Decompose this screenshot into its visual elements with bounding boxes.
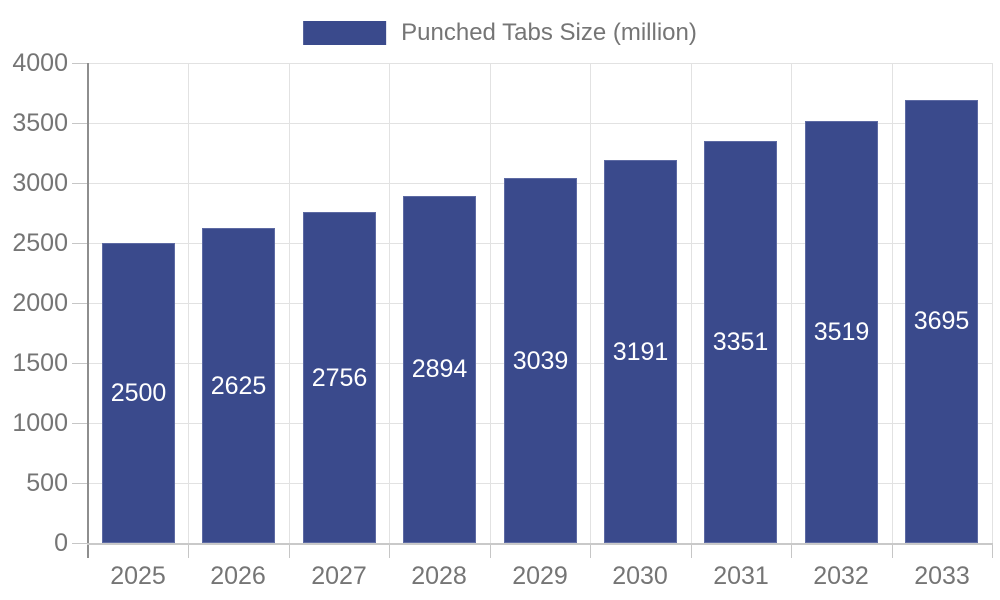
x-axis-tick xyxy=(892,543,893,558)
y-axis-tick xyxy=(72,543,87,544)
gridline-vertical xyxy=(389,63,390,543)
y-axis-tick-label: 2000 xyxy=(12,289,68,317)
x-axis-tick-label: 2028 xyxy=(411,562,467,590)
bar-value-label: 3191 xyxy=(612,338,669,366)
bar xyxy=(102,243,175,543)
y-axis-tick-label: 1000 xyxy=(12,409,68,437)
y-axis-tick xyxy=(72,183,87,184)
gridline-vertical xyxy=(892,63,893,543)
x-axis-tick xyxy=(188,543,189,558)
x-axis-line xyxy=(87,543,993,545)
x-axis-tick-label: 2029 xyxy=(512,562,568,590)
bar-value-label: 2625 xyxy=(210,372,267,400)
gridline-vertical xyxy=(992,63,993,543)
x-axis-tick xyxy=(490,543,491,558)
y-axis-tick-label: 3000 xyxy=(12,169,68,197)
x-axis-tick-label: 2027 xyxy=(311,562,367,590)
bar xyxy=(704,141,777,543)
gridline-vertical xyxy=(289,63,290,543)
bar xyxy=(504,178,577,543)
x-axis-tick xyxy=(289,543,290,558)
y-axis-tick xyxy=(72,483,87,484)
y-axis-line xyxy=(87,63,89,558)
x-axis-tick xyxy=(691,543,692,558)
bar xyxy=(403,196,476,543)
y-axis-tick xyxy=(72,423,87,424)
y-axis-tick xyxy=(72,363,87,364)
gridline-horizontal xyxy=(88,63,992,64)
bar-value-label: 3351 xyxy=(712,328,769,356)
bar-value-label: 3519 xyxy=(813,318,870,346)
bar-value-label: 2756 xyxy=(311,364,368,392)
x-axis-tick xyxy=(590,543,591,558)
bar xyxy=(303,212,376,543)
y-axis-tick-label: 500 xyxy=(26,469,68,497)
x-axis-tick xyxy=(992,543,993,558)
x-axis-tick xyxy=(389,543,390,558)
x-axis-tick xyxy=(791,543,792,558)
x-axis-tick-label: 2033 xyxy=(914,562,970,590)
bar xyxy=(202,228,275,543)
legend-label: Punched Tabs Size (million) xyxy=(401,19,697,46)
x-axis-tick-label: 2031 xyxy=(713,562,769,590)
y-axis-tick-label: 1500 xyxy=(12,349,68,377)
bar xyxy=(905,100,978,543)
bar-value-label: 3695 xyxy=(913,307,970,335)
y-axis-tick-label: 3500 xyxy=(12,109,68,137)
legend[interactable]: Punched Tabs Size (million) xyxy=(303,19,697,47)
y-axis-tick-label: 4000 xyxy=(12,49,68,77)
gridline-vertical xyxy=(188,63,189,543)
x-axis-tick-label: 2025 xyxy=(110,562,166,590)
gridline-vertical xyxy=(691,63,692,543)
y-axis-tick xyxy=(72,243,87,244)
gridline-horizontal xyxy=(88,123,992,124)
x-axis-tick-label: 2030 xyxy=(612,562,668,590)
gridline-vertical xyxy=(791,63,792,543)
y-axis-tick xyxy=(72,63,87,64)
x-axis-tick-label: 2026 xyxy=(210,562,266,590)
legend-swatch xyxy=(303,21,387,45)
bar xyxy=(805,121,878,543)
y-axis-tick xyxy=(72,303,87,304)
y-axis-tick-label: 2500 xyxy=(12,229,68,257)
bar xyxy=(604,160,677,543)
gridline-vertical xyxy=(590,63,591,543)
bar-value-label: 2894 xyxy=(411,355,468,383)
y-axis-tick xyxy=(72,123,87,124)
bar-value-label: 3039 xyxy=(512,347,569,375)
x-axis-tick-label: 2032 xyxy=(813,562,869,590)
bar-value-label: 2500 xyxy=(110,379,167,407)
gridline-vertical xyxy=(490,63,491,543)
y-axis-tick-label: 0 xyxy=(54,529,68,557)
